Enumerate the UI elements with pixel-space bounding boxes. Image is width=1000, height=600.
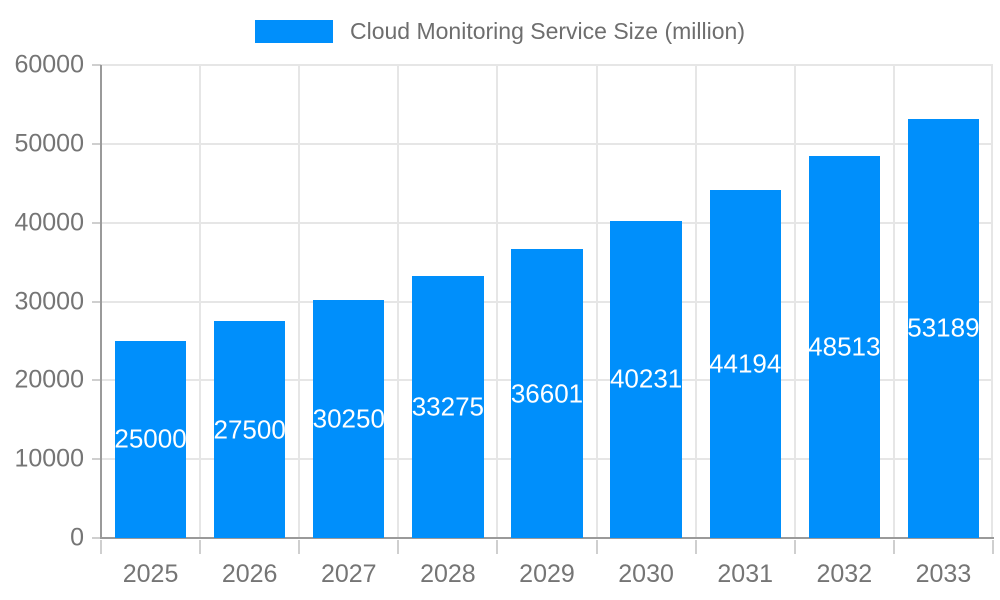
y-axis-line (100, 65, 102, 538)
x-axis-line (100, 537, 994, 539)
y-axis-tick-mark (92, 64, 101, 66)
x-axis-tick-label: 2027 (320, 560, 377, 588)
gridline-vertical (793, 65, 796, 538)
y-axis-tick-label: 10000 (14, 444, 84, 473)
x-axis-tick-mark (892, 540, 895, 554)
y-axis-tick-label: 0 (70, 523, 84, 552)
gridline-vertical (397, 65, 400, 538)
x-axis-tick-mark (298, 540, 301, 554)
y-axis-tick-label: 20000 (14, 365, 84, 394)
y-axis-tick-mark (92, 300, 101, 303)
bar[interactable] (610, 220, 682, 538)
x-axis-tick-mark (199, 540, 202, 554)
bar-value-label: 25000 (114, 423, 187, 454)
x-axis-tick-label: 2029 (519, 560, 575, 588)
bar[interactable] (213, 321, 286, 538)
bar[interactable] (709, 189, 781, 538)
x-axis-tick-label: 2032 (816, 560, 873, 588)
gridline-vertical (892, 65, 895, 538)
gridline-vertical (694, 65, 697, 538)
gridline-vertical (199, 65, 202, 538)
bar-value-label: 44194 (709, 348, 782, 379)
y-axis-tick-label: 40000 (14, 208, 84, 237)
bar[interactable] (412, 275, 484, 538)
bar-value-label: 30250 (312, 403, 385, 434)
gridline-vertical (991, 65, 993, 538)
x-axis-tick-mark (100, 540, 102, 554)
bar[interactable] (808, 155, 880, 538)
bar[interactable] (907, 118, 980, 538)
x-axis-tick-mark (595, 540, 598, 554)
x-axis-tick-mark (992, 540, 994, 554)
bar-value-label: 48513 (808, 331, 881, 362)
x-axis-tick-mark (397, 540, 400, 554)
bar-value-label: 33275 (411, 391, 485, 422)
bar-value-label: 36601 (510, 378, 584, 409)
y-axis-tick-mark (92, 458, 101, 461)
gridline-horizontal (101, 142, 993, 145)
y-axis-tick-mark (92, 379, 101, 382)
gridline-vertical (595, 65, 598, 538)
x-axis-tick-label: 2028 (420, 560, 476, 588)
gridline-horizontal (101, 64, 993, 66)
bar-value-label: 53189 (907, 312, 980, 343)
x-axis-tick-label: 2026 (221, 560, 278, 588)
x-axis-tick-mark (694, 540, 697, 554)
y-axis-tick-mark (92, 537, 101, 539)
bar[interactable] (313, 299, 385, 538)
legend-series-label: Cloud Monitoring Service Size (million) (350, 18, 745, 44)
y-axis-tick-label: 30000 (14, 287, 84, 315)
y-axis-tick-mark (92, 142, 101, 145)
x-axis-tick-mark (793, 540, 796, 554)
gridline-vertical (496, 65, 499, 538)
x-axis-tick-mark (496, 540, 499, 554)
y-axis-tick-label: 60000 (14, 50, 84, 79)
y-axis-tick-mark (92, 221, 101, 224)
y-axis-tick-label: 50000 (14, 129, 84, 158)
bar-value-label: 40231 (609, 363, 683, 394)
legend-swatch (255, 20, 333, 44)
x-axis-tick-label: 2031 (717, 560, 774, 588)
gridline-vertical (298, 65, 301, 538)
gridline-horizontal (101, 221, 993, 224)
bar[interactable] (511, 249, 583, 538)
bar-value-label: 27500 (213, 414, 286, 445)
x-axis-tick-label: 2030 (618, 560, 674, 588)
x-axis-tick-label: 2025 (122, 560, 179, 588)
x-axis-tick-label: 2033 (915, 560, 972, 588)
chart-legend-item[interactable]: Cloud Monitoring Service Size (million) (0, 18, 1000, 44)
bar[interactable] (114, 340, 187, 538)
